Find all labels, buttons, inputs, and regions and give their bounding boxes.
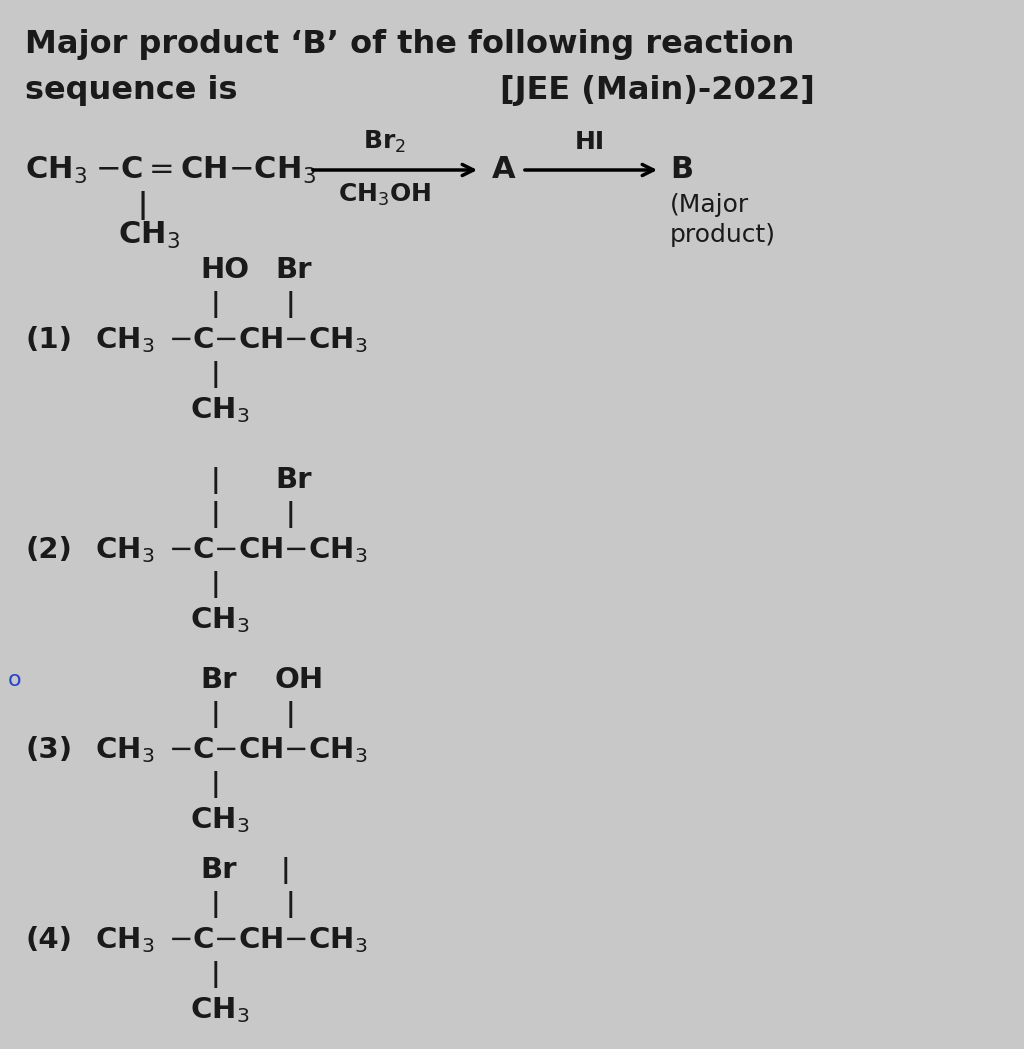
Text: (3): (3) <box>25 736 72 764</box>
Text: A: A <box>492 155 516 185</box>
Text: |: | <box>286 702 295 728</box>
Text: CH$_3$: CH$_3$ <box>95 325 155 355</box>
Text: Br: Br <box>200 856 237 884</box>
Text: $-$C$-$CH$-$CH$_3$: $-$C$-$CH$-$CH$_3$ <box>168 925 368 955</box>
Text: Br: Br <box>275 256 311 284</box>
Text: product): product) <box>670 223 776 247</box>
Text: CH$_3$: CH$_3$ <box>118 219 180 251</box>
Text: |: | <box>210 362 220 388</box>
Text: $-$C$-$CH$-$CH$_3$: $-$C$-$CH$-$CH$_3$ <box>168 735 368 765</box>
Text: |: | <box>210 962 220 988</box>
Text: HO: HO <box>200 256 249 284</box>
Text: (4): (4) <box>25 926 72 954</box>
Text: (Major: (Major <box>670 193 750 217</box>
Text: sequence is: sequence is <box>25 74 238 106</box>
Text: [JEE (Main)-2022]: [JEE (Main)-2022] <box>500 74 815 106</box>
Text: CH$_3$: CH$_3$ <box>25 154 87 186</box>
Text: CH$_3$OH: CH$_3$OH <box>338 181 431 208</box>
Text: Br: Br <box>275 466 311 494</box>
Text: CH$_3$: CH$_3$ <box>95 925 155 955</box>
Text: |: | <box>286 892 295 919</box>
Text: (2): (2) <box>25 536 72 564</box>
Text: $-$C$-$CH$-$CH$_3$: $-$C$-$CH$-$CH$_3$ <box>168 325 368 355</box>
Text: |: | <box>286 292 295 319</box>
Text: |: | <box>210 771 220 798</box>
Text: |: | <box>286 501 295 529</box>
Text: (1): (1) <box>25 326 72 354</box>
Text: |: | <box>281 856 290 883</box>
Text: CH$_3$: CH$_3$ <box>190 805 249 835</box>
Text: o: o <box>8 670 22 690</box>
Text: CH$_3$: CH$_3$ <box>95 735 155 765</box>
Text: OH: OH <box>275 666 325 694</box>
Text: Br$_2$: Br$_2$ <box>364 129 407 155</box>
Text: |: | <box>210 702 220 728</box>
Text: |: | <box>210 467 220 493</box>
Text: $-$C$-$CH$-$CH$_3$: $-$C$-$CH$-$CH$_3$ <box>168 535 368 565</box>
Text: CH$_3$: CH$_3$ <box>190 996 249 1025</box>
Text: $-$C$=$CH$-$CH$_3$: $-$C$=$CH$-$CH$_3$ <box>95 154 316 186</box>
Text: CH$_3$: CH$_3$ <box>95 535 155 565</box>
Text: Major product ‘B’ of the following reaction: Major product ‘B’ of the following react… <box>25 29 795 61</box>
Text: |: | <box>210 572 220 599</box>
Text: B: B <box>670 155 693 185</box>
Text: Br: Br <box>200 666 237 694</box>
Text: CH$_3$: CH$_3$ <box>190 605 249 635</box>
Text: |: | <box>210 892 220 919</box>
Text: HI: HI <box>574 130 605 154</box>
Text: |: | <box>210 292 220 319</box>
Text: |: | <box>138 191 148 219</box>
Text: CH$_3$: CH$_3$ <box>190 395 249 425</box>
Text: |: | <box>210 501 220 529</box>
